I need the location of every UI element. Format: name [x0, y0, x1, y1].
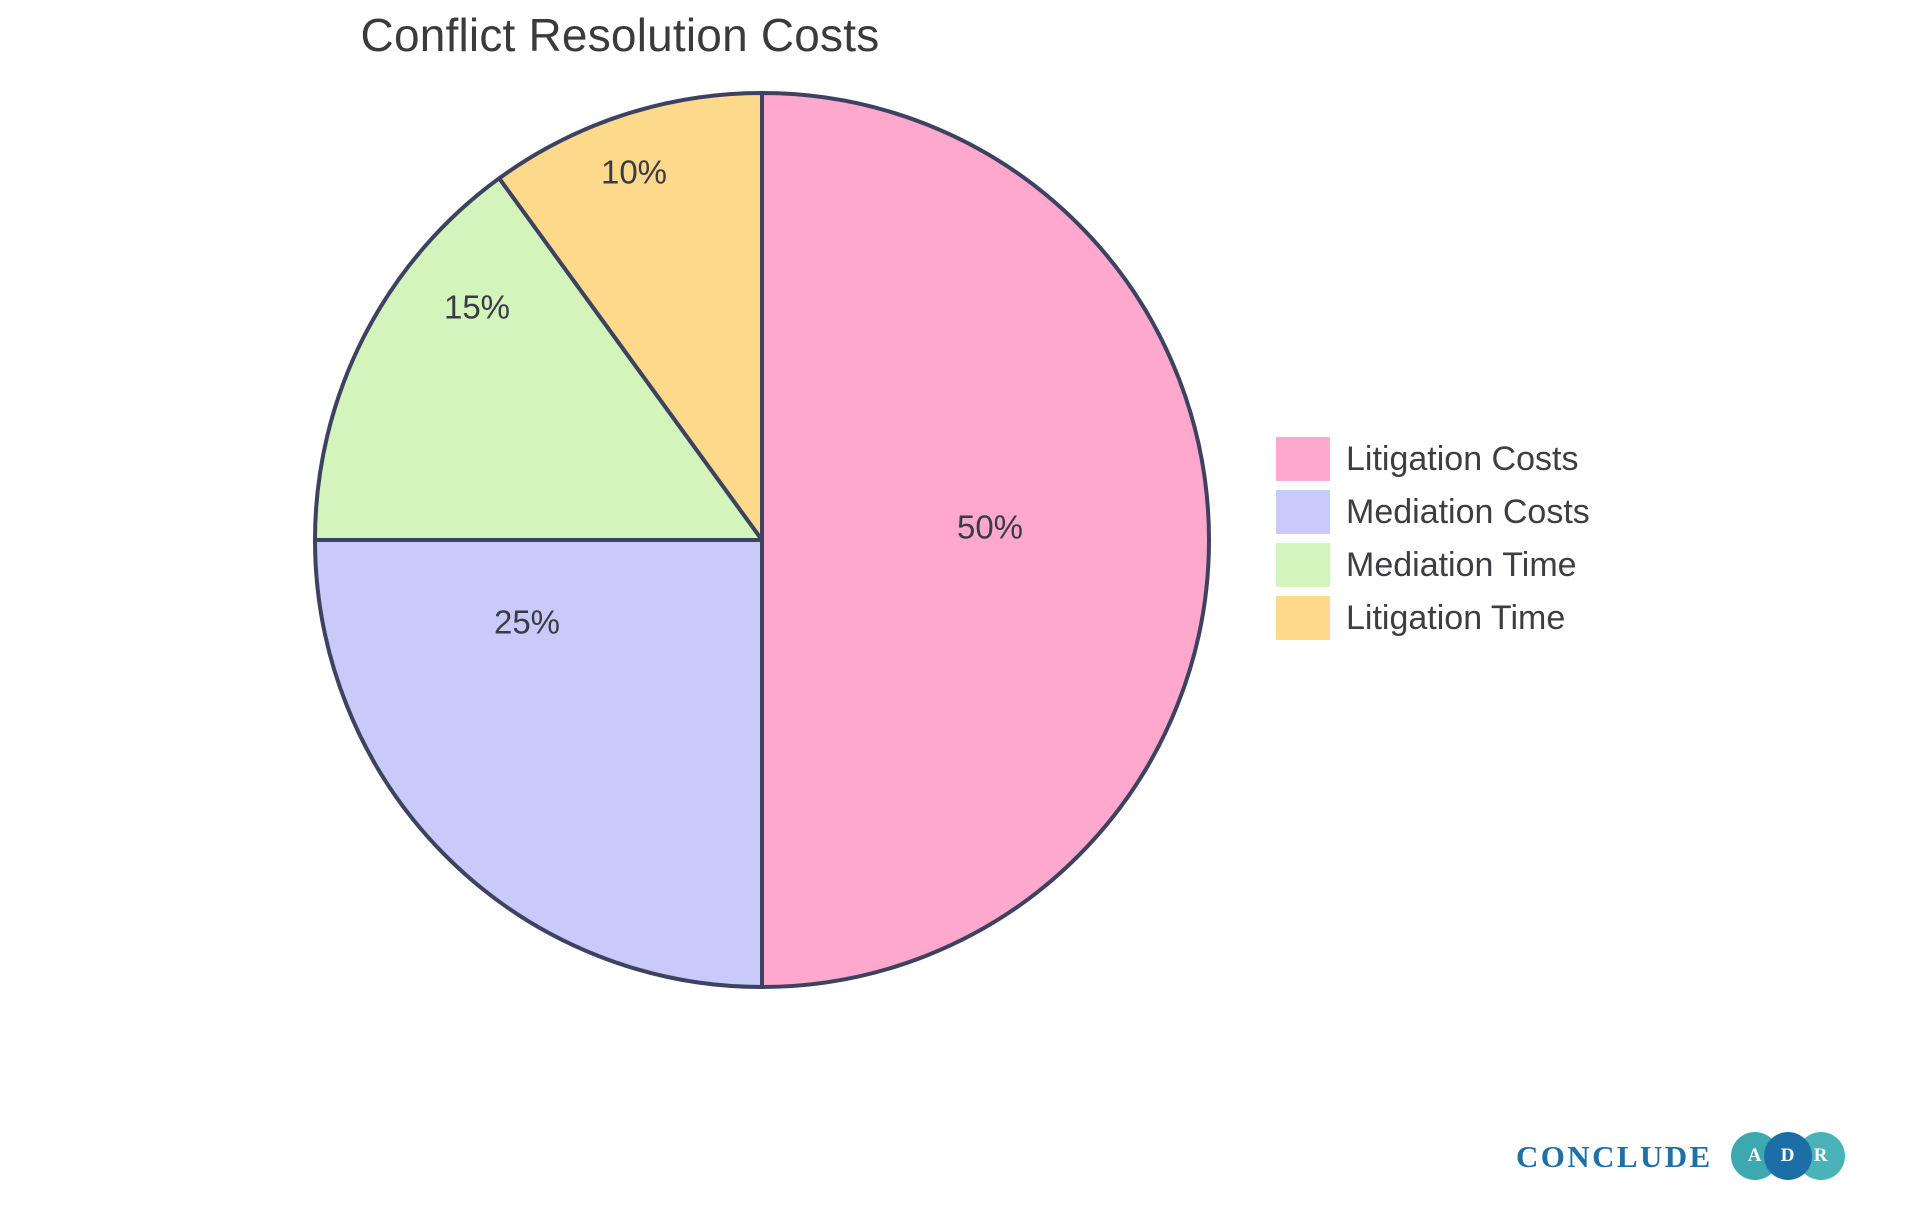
- legend-item-litigation-time[interactable]: Litigation Time: [1276, 591, 1696, 644]
- legend-item-litigation-costs[interactable]: Litigation Costs: [1276, 432, 1696, 485]
- slice-value-label-litigation-time: 10%: [601, 154, 667, 191]
- legend-item-label: Mediation Time: [1346, 545, 1577, 584]
- legend-swatch-icon: [1276, 436, 1330, 481]
- legend-item-mediation-time[interactable]: Mediation Time: [1276, 538, 1696, 591]
- legend-item-label: Litigation Time: [1346, 598, 1566, 637]
- legend-item-label: Mediation Costs: [1346, 492, 1590, 531]
- pie-plot-area: 50% 25% 15% 10%: [300, 78, 1230, 1008]
- slice-value-label-mediation-time: 15%: [444, 289, 510, 326]
- logo-circle-d-icon: D: [1763, 1132, 1812, 1180]
- legend-item-label: Litigation Costs: [1346, 439, 1579, 478]
- legend: Litigation Costs Mediation Costs Mediati…: [1276, 432, 1696, 644]
- legend-swatch-icon: [1276, 595, 1330, 640]
- logo-circles-group: A D R: [1730, 1132, 1845, 1180]
- slice-value-label-litigation-costs: 50%: [957, 509, 1023, 546]
- pie-slice-mediation-time[interactable]: [313, 176, 764, 542]
- pie-slice-litigation-costs[interactable]: [760, 91, 1211, 989]
- pie-slice-litigation-time[interactable]: [497, 91, 764, 542]
- chart-title: Conflict Resolution Costs: [360, 9, 880, 61]
- logo-wordmark: CONCLUDE: [1516, 1138, 1713, 1174]
- legend-swatch-icon: [1276, 489, 1330, 534]
- slice-value-label-mediation-costs: 25%: [494, 604, 560, 641]
- legend-swatch-icon: [1276, 542, 1330, 587]
- pie-slice-mediation-costs[interactable]: [313, 538, 764, 989]
- conclude-adr-logo: CONCLUDE A D R: [1516, 1125, 1845, 1187]
- pie-svg: 50% 25% 15% 10%: [313, 91, 1211, 989]
- legend-item-mediation-costs[interactable]: Mediation Costs: [1276, 485, 1696, 538]
